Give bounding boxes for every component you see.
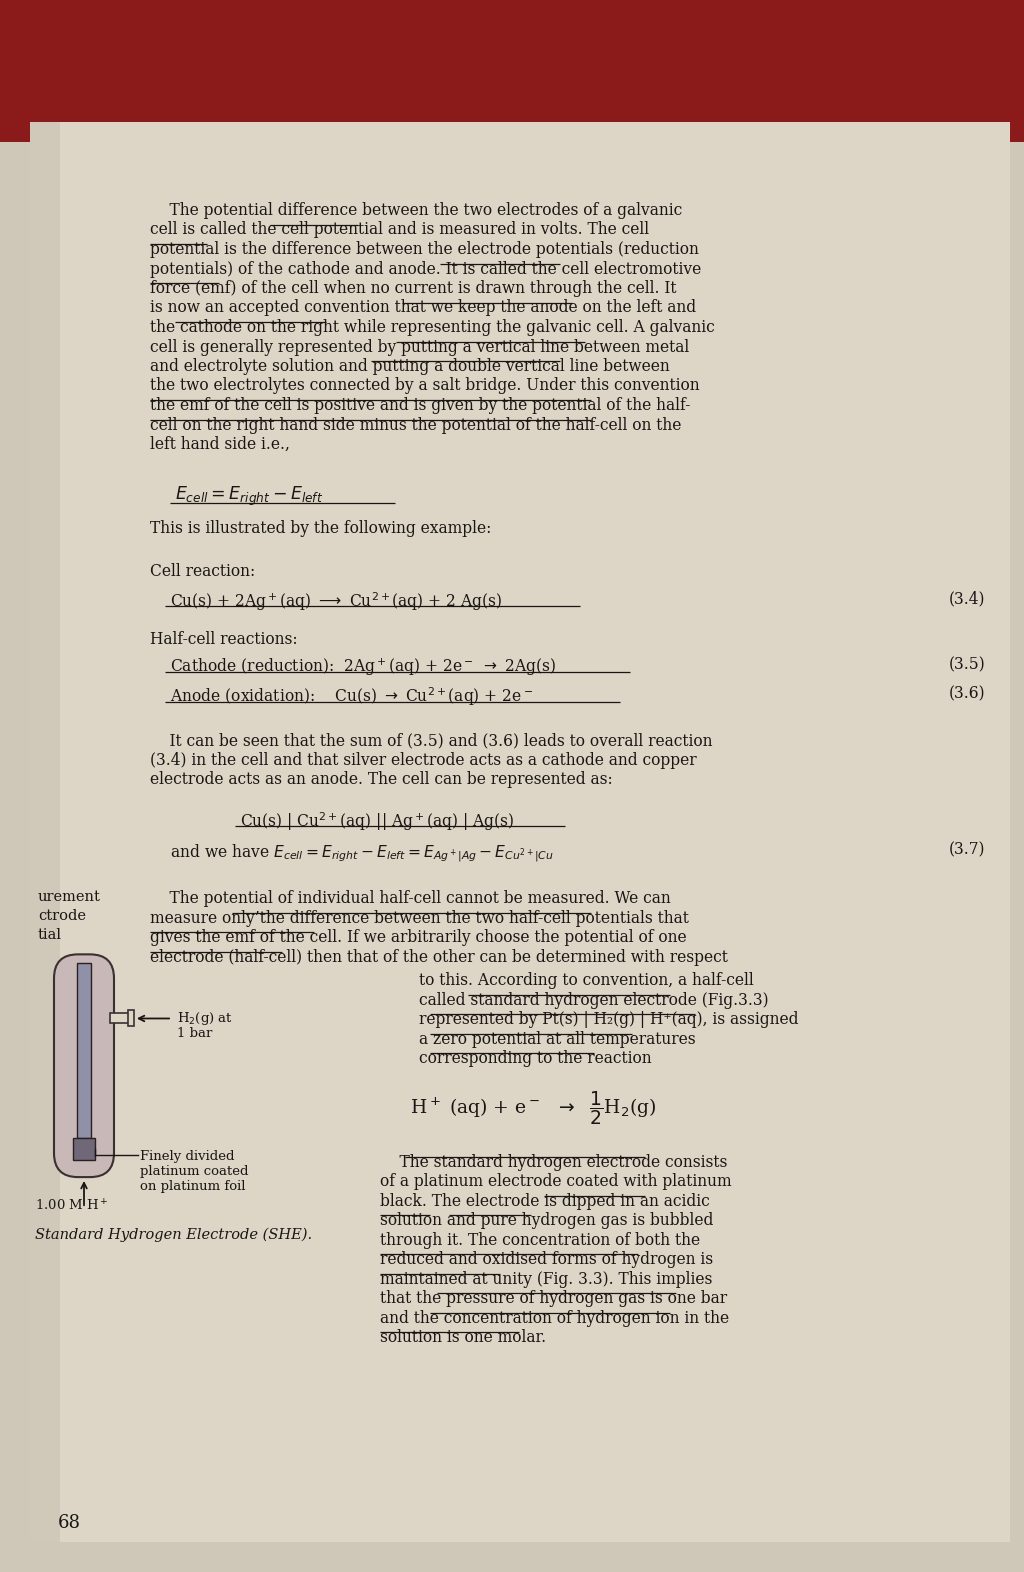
Text: (3.5): (3.5) [948,657,985,673]
Text: and we have $E_{cell} = E_{right} - E_{left} = E_{Ag^+|Ag} - E_{Cu^{2+}|Cu}$: and we have $E_{cell} = E_{right} - E_{l… [170,841,554,863]
Text: 1.00 M H$^+$: 1.00 M H$^+$ [35,1198,109,1214]
Text: The standard hydrogen electrode consists: The standard hydrogen electrode consists [380,1154,727,1171]
Text: represented by Pt(s) | H₂(g) | H⁺(aq), is assigned: represented by Pt(s) | H₂(g) | H⁺(aq), i… [380,1011,799,1028]
Bar [0,0,1024,141]
Bar [128,1011,134,1027]
FancyBboxPatch shape [54,954,114,1177]
Text: corresponding to the reaction: corresponding to the reaction [380,1050,651,1067]
Bar [30,123,60,1542]
Text: Standard Hydrogen Electrode (SHE).: Standard Hydrogen Electrode (SHE). [35,1228,312,1242]
Text: solution and pure hydrogen gas is bubbled: solution and pure hydrogen gas is bubble… [380,1212,714,1229]
Text: Half-cell reactions:: Half-cell reactions: [150,630,298,648]
Text: force (emf) of the cell when no current is drawn through the cell. It: force (emf) of the cell when no current … [150,280,677,297]
Text: maintained at unity (Fig. 3.3). This implies: maintained at unity (Fig. 3.3). This imp… [380,1270,713,1287]
Text: The potential of individual half-cell cannot be measured. We can: The potential of individual half-cell ca… [150,890,671,907]
Text: is now an accepted convention that we keep the anode on the left and: is now an accepted convention that we ke… [150,300,696,316]
Text: through it. The concentration of both the: through it. The concentration of both th… [380,1231,700,1248]
Text: Cell reaction:: Cell reaction: [150,563,255,580]
Text: The potential difference between the two electrodes of a galvanic: The potential difference between the two… [150,201,682,219]
Text: measure only’the difference between the two half-cell potentials that: measure only’the difference between the … [150,910,689,927]
Text: reduced and oxidised forms of hydrogen is: reduced and oxidised forms of hydrogen i… [380,1251,713,1269]
Text: the cathode on the right while representing the galvanic cell. A galvanic: the cathode on the right while represent… [150,319,715,336]
Text: cell is called the cell potential and is measured in volts. The cell: cell is called the cell potential and is… [150,222,649,239]
Text: Cu(s) | Cu$^{2+}$(aq) || Ag$^+$(aq) | Ag(s): Cu(s) | Cu$^{2+}$(aq) || Ag$^+$(aq) | Ag… [240,811,514,833]
Text: 68: 68 [58,1514,81,1533]
Text: and the concentration of hydrogen ion in the: and the concentration of hydrogen ion in… [380,1309,729,1327]
Text: of a platinum electrode coated with platinum: of a platinum electrode coated with plat… [380,1173,731,1190]
Text: to this. According to convention, a half-cell: to this. According to convention, a half… [380,971,754,989]
Text: Anode (oxidation):    Cu(s) $\rightarrow$ Cu$^{2+}$(aq) + 2e$^-$: Anode (oxidation): Cu(s) $\rightarrow$ C… [170,685,534,709]
Text: electrode acts as an anode. The cell can be represented as:: electrode acts as an anode. The cell can… [150,772,612,789]
Text: tial: tial [38,929,62,942]
Text: H$_2$(g) at: H$_2$(g) at [177,1011,233,1028]
Bar [110,1014,132,1023]
Text: (3.6): (3.6) [948,685,985,703]
Text: Cathode (reduction):  2Ag$^+$(aq) + 2e$^-$ $\rightarrow$ 2Ag(s): Cathode (reduction): 2Ag$^+$(aq) + 2e$^-… [170,657,556,678]
Bar [77,964,91,1138]
Text: ctrode: ctrode [38,909,86,923]
Text: H$^+$ (aq) + e$^-$  $\rightarrow$  $\dfrac{1}{2}$H$_2$(g): H$^+$ (aq) + e$^-$ $\rightarrow$ $\dfrac… [410,1089,656,1127]
Text: 1 bar: 1 bar [177,1028,212,1041]
Text: and electrolyte solution and putting a double vertical line between: and electrolyte solution and putting a d… [150,358,670,376]
Text: (3.4): (3.4) [948,590,985,607]
Text: black. The electrode is dipped in an acidic: black. The electrode is dipped in an aci… [380,1193,710,1209]
Text: electrode (half-cell) then that of the other can be determined with respect: electrode (half-cell) then that of the o… [150,949,728,965]
Text: the emf of the cell is positive and is given by the potential of the half-: the emf of the cell is positive and is g… [150,398,690,413]
Text: It can be seen that the sum of (3.5) and (3.6) leads to overall reaction: It can be seen that the sum of (3.5) and… [150,733,713,750]
Text: left hand side i.e.,: left hand side i.e., [150,435,290,453]
Text: a zero potential at all temperatures: a zero potential at all temperatures [380,1031,695,1049]
Text: potential is the difference between the electrode potentials (reduction: potential is the difference between the … [150,241,698,258]
Text: (3.4) in the cell and that silver electrode acts as a cathode and copper: (3.4) in the cell and that silver electr… [150,751,696,769]
Text: called standard hydrogen electrode (Fig.3.3): called standard hydrogen electrode (Fig.… [380,992,769,1009]
Text: Cu(s) + 2Ag$^+$(aq) $\longrightarrow$ Cu$^{2+}$(aq) + 2 Ag(s): Cu(s) + 2Ag$^+$(aq) $\longrightarrow$ Cu… [170,590,503,613]
Text: urement: urement [38,890,101,904]
Text: gives the emf of the cell. If we arbitrarily choose the potential of one: gives the emf of the cell. If we arbitra… [150,929,687,946]
Text: This is illustrated by the following example:: This is illustrated by the following exa… [150,520,492,538]
Text: Finely divided
platinum coated
on platinum foil: Finely divided platinum coated on platin… [140,1151,249,1193]
Text: cell on the right hand side minus the potential of the half-cell on the: cell on the right hand side minus the po… [150,417,681,434]
Text: that the pressure of hydrogen gas is one bar: that the pressure of hydrogen gas is one… [380,1291,727,1306]
Bar [73,1138,95,1160]
Text: the two electrolytes connected by a salt bridge. Under this convention: the two electrolytes connected by a salt… [150,377,699,395]
Text: solution is one molar.: solution is one molar. [380,1328,546,1346]
Text: cell is generally represented by putting a vertical line between metal: cell is generally represented by putting… [150,338,689,355]
Text: (3.7): (3.7) [948,841,985,858]
Text: $E_{cell} = E_{right} - E_{left}$: $E_{cell} = E_{right} - E_{left}$ [175,484,324,508]
Text: potentials) of the cathode and anode. It is called the cell electromotive: potentials) of the cathode and anode. It… [150,261,701,278]
